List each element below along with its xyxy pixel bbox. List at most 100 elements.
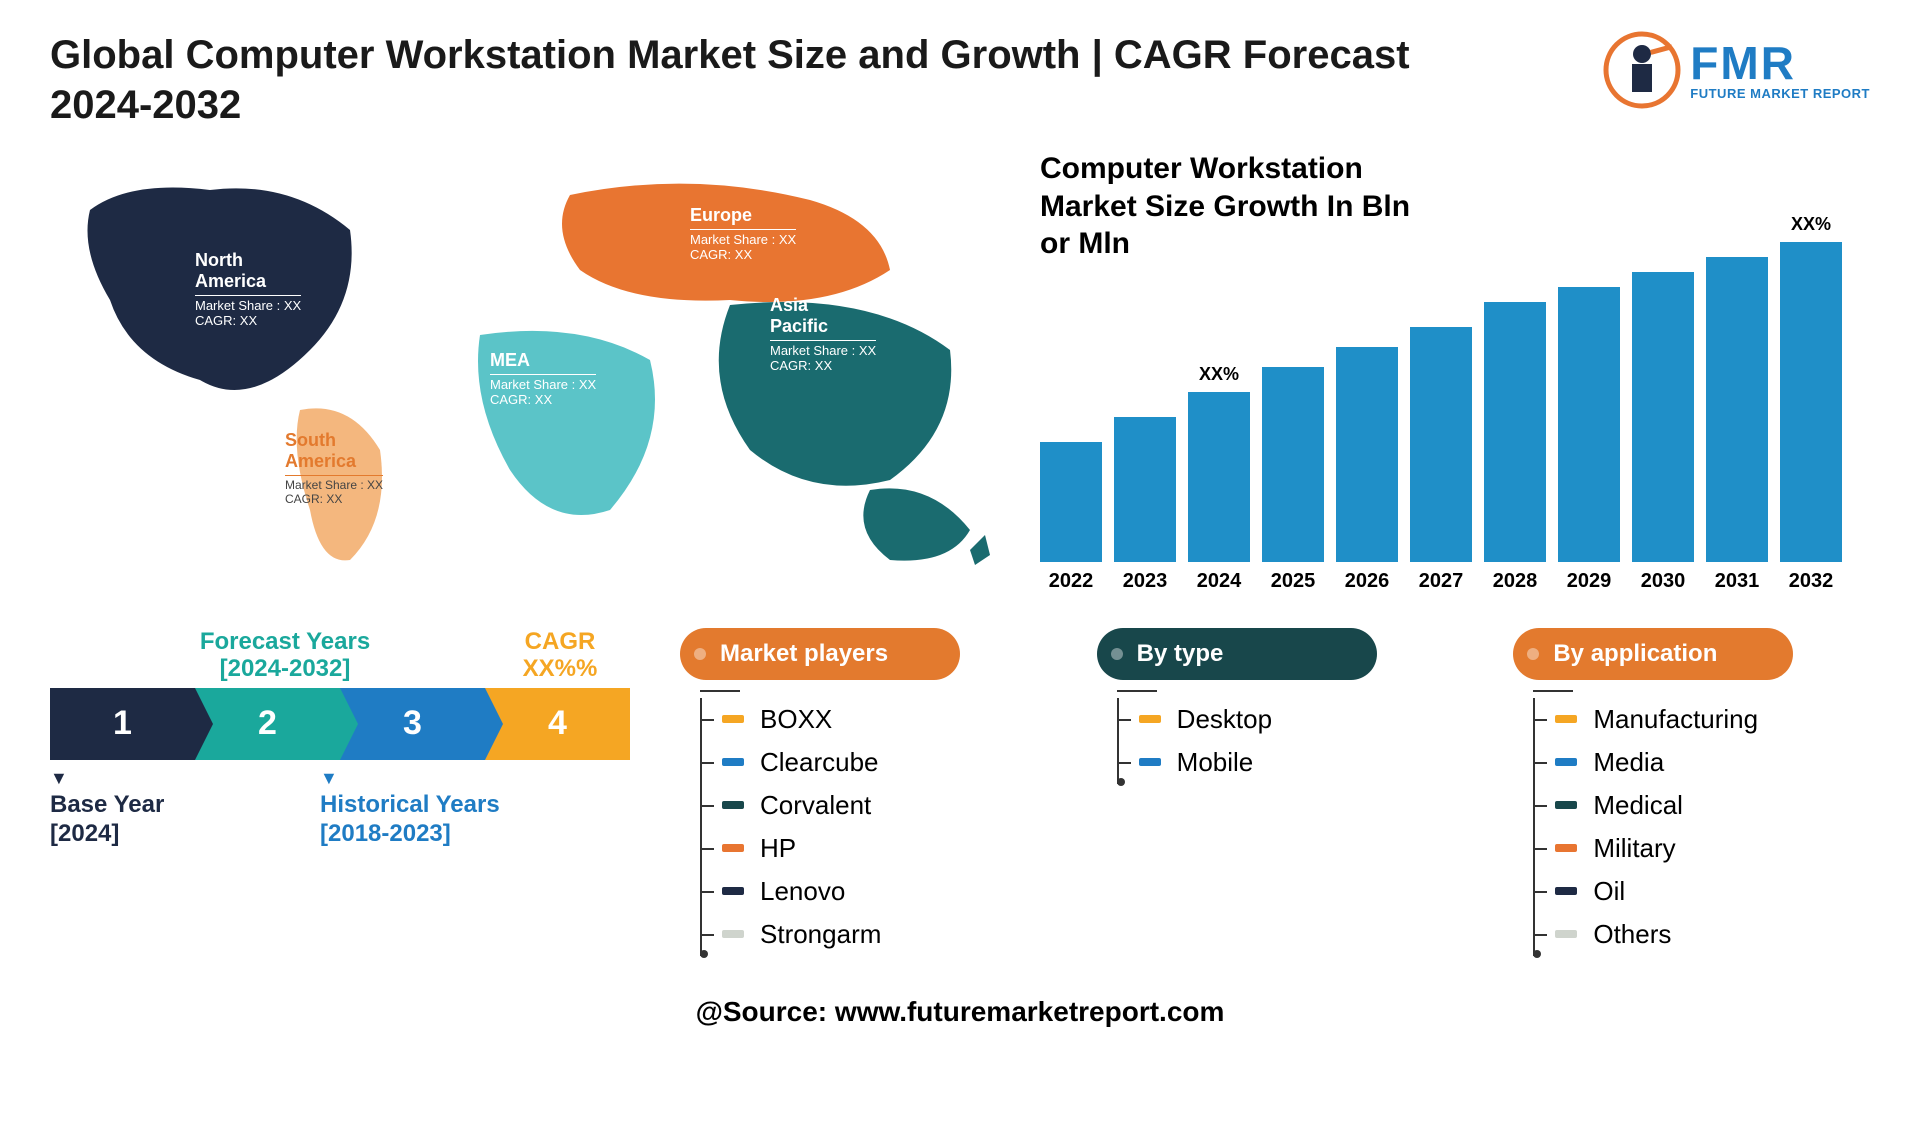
list-item: Desktop [1119,698,1454,741]
pill-dot-icon [694,648,706,660]
list-item: Oil [1535,870,1870,913]
list-item: Lenovo [702,870,1037,913]
bullet-icon [722,844,744,852]
bar-wrap: 2029 [1558,287,1620,593]
timeline-seg-2: 2 [195,688,340,760]
bar-year-label: 2022 [1049,570,1094,593]
logo-text: FMR [1690,40,1870,86]
bar-year-label: 2026 [1345,570,1390,593]
bar-wrap: XX% 2024 [1188,392,1250,593]
categories: Market players BOXXClearcubeCorvalentHPLe… [680,628,1870,956]
historical-label: ▼ Historical Years [2018-2023] [320,768,540,849]
bar-year-label: 2029 [1567,570,1612,593]
bar-wrap: 2030 [1632,272,1694,593]
timeline-strip: 1 2 3 4 [50,688,630,760]
category-list: BOXXClearcubeCorvalentHPLenovoStrongarm [700,698,1037,956]
bar-wrap: 2026 [1336,347,1398,593]
bar-year-label: 2030 [1641,570,1686,593]
world-map: NorthAmericaMarket Share : XXCAGR: XX Sou… [50,150,1010,570]
pill-dot-icon [1527,648,1539,660]
list-item: Manufacturing [1535,698,1870,741]
list-item: Strongarm [702,913,1037,956]
timeline-seg-3: 3 [340,688,485,760]
bullet-icon [722,758,744,766]
bullet-icon [1555,801,1577,809]
list-item: Mobile [1119,741,1454,784]
bar-year-label: 2025 [1271,570,1316,593]
bar: XX% [1780,242,1842,562]
chart-title: Computer Workstation Market Size Growth … [1040,150,1420,263]
fmr-logo-icon [1602,30,1682,110]
bar-year-label: 2031 [1715,570,1760,593]
list-item: BOXX [702,698,1037,741]
timeline: Forecast Years [2024-2032] ▲ CAGR XX%% ▲… [50,628,630,868]
category-column: By type DesktopMobile [1097,628,1454,956]
arrow-down-icon: ▼ [50,768,200,790]
category-list: ManufacturingMediaMedicalMilitaryOilOthe… [1533,698,1870,956]
bar [1706,257,1768,562]
bar-year-label: 2028 [1493,570,1538,593]
bullet-icon [1555,930,1577,938]
pill-dot-icon [1111,648,1123,660]
list-item: Medical [1535,784,1870,827]
bar-chart: Computer Workstation Market Size Growth … [1040,150,1870,593]
category-list: DesktopMobile [1117,698,1454,784]
bar [1336,347,1398,562]
bar-wrap: XX% 2032 [1780,242,1842,593]
bullet-icon [1139,758,1161,766]
bar [1558,287,1620,562]
region-label: EuropeMarket Share : XXCAGR: XX [690,205,796,262]
bullet-icon [722,801,744,809]
bar: XX% [1188,392,1250,562]
bar-top-label: XX% [1199,364,1239,385]
bottom-section: Forecast Years [2024-2032] ▲ CAGR XX%% ▲… [50,628,1870,956]
source-attribution: @Source: www.futuremarketreport.com [50,996,1870,1028]
bar-wrap: 2022 [1040,442,1102,593]
top-section: NorthAmericaMarket Share : XXCAGR: XX Sou… [50,150,1870,593]
category-column: Market players BOXXClearcubeCorvalentHPLe… [680,628,1037,956]
chart-bars: 20222023XX%20242025202620272028202920302… [1040,273,1870,593]
category-pill: By application [1513,628,1793,680]
bar [1262,367,1324,562]
bar-top-label: XX% [1791,214,1831,235]
bar-year-label: 2024 [1197,570,1242,593]
region-label: SouthAmericaMarket Share : XXCAGR: XX [285,430,383,506]
timeline-seg-4: 4 [485,688,630,760]
list-item: Others [1535,913,1870,956]
timeline-seg-1: 1 [50,688,195,760]
bullet-icon [1555,715,1577,723]
bar-wrap: 2023 [1114,417,1176,593]
base-year-label: ▼ Base Year [2024] [50,768,200,849]
bar-year-label: 2027 [1419,570,1464,593]
bar-year-label: 2032 [1789,570,1834,593]
bar [1114,417,1176,562]
bar-wrap: 2028 [1484,302,1546,593]
bar-wrap: 2027 [1410,327,1472,593]
bullet-icon [722,715,744,723]
bar [1040,442,1102,562]
category-pill: By type [1097,628,1377,680]
header: Global Computer Workstation Market Size … [50,30,1870,130]
list-item: Corvalent [702,784,1037,827]
region-label: AsiaPacificMarket Share : XXCAGR: XX [770,295,876,373]
region-label: NorthAmericaMarket Share : XXCAGR: XX [195,250,301,328]
logo-subtitle: FUTURE MARKET REPORT [1690,86,1870,101]
bullet-icon [722,887,744,895]
region-label: MEAMarket Share : XXCAGR: XX [490,350,596,407]
category-pill: Market players [680,628,960,680]
bar-wrap: 2031 [1706,257,1768,593]
list-item: Military [1535,827,1870,870]
page-title: Global Computer Workstation Market Size … [50,30,1500,130]
bullet-icon [1139,715,1161,723]
list-item: Media [1535,741,1870,784]
bullet-icon [1555,844,1577,852]
bullet-icon [722,930,744,938]
category-column: By application ManufacturingMediaMedicalM… [1513,628,1870,956]
arrow-down-icon: ▼ [320,768,540,790]
list-item: HP [702,827,1037,870]
bar [1410,327,1472,562]
fmr-logo: FMR FUTURE MARKET REPORT [1602,30,1870,110]
bar-wrap: 2025 [1262,367,1324,593]
bar [1632,272,1694,562]
bullet-icon [1555,887,1577,895]
